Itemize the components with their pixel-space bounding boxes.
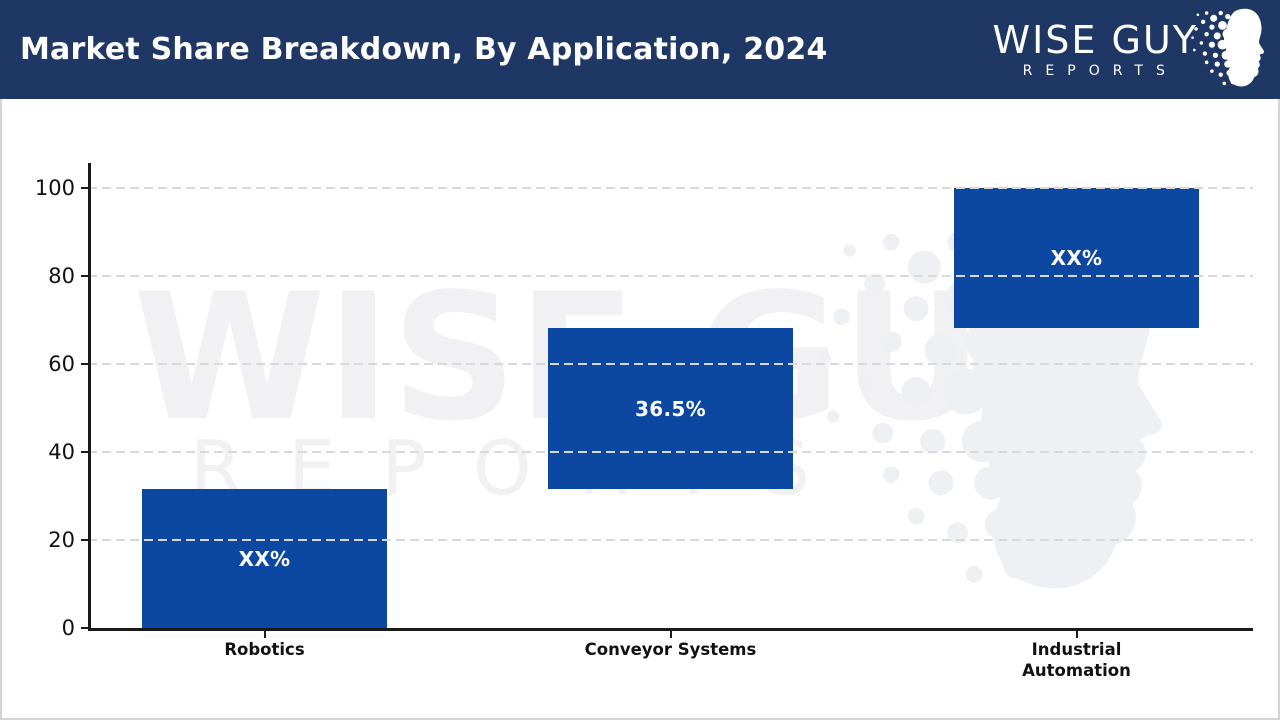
logo-text: WISE GUY REPORTS bbox=[993, 21, 1198, 78]
y-tick-label-40: 40 bbox=[48, 439, 75, 464]
page-title: Market Share Breakdown, By Application, … bbox=[20, 32, 828, 67]
header-bar: Market Share Breakdown, By Application, … bbox=[0, 0, 1280, 99]
dotted-face-profile-icon bbox=[1182, 6, 1270, 94]
gridline-80 bbox=[88, 274, 1253, 277]
x-category-label: Robotics bbox=[224, 640, 305, 659]
bar-industrial-automation: XX% bbox=[954, 187, 1199, 329]
chart-area: WISE GUY REPORTS XX% 36.5% XX% 0 20 40 60 80 100… bbox=[0, 99, 1280, 720]
gridline-20 bbox=[88, 538, 1253, 541]
x-tick-1 bbox=[263, 631, 266, 638]
x-tick-2 bbox=[669, 631, 672, 638]
gridline-60 bbox=[88, 362, 1253, 365]
gridline-100 bbox=[88, 186, 1253, 189]
logo-subtitle: REPORTS bbox=[1022, 63, 1178, 79]
bar-conveyor-systems: 36.5% bbox=[548, 328, 793, 490]
y-tick-label-20: 20 bbox=[48, 527, 75, 552]
x-category-label: Industrial Automation bbox=[1022, 640, 1131, 680]
y-tick-label-0: 0 bbox=[61, 616, 75, 640]
y-tick-60 bbox=[81, 362, 88, 365]
gridline-40 bbox=[88, 450, 1253, 453]
y-tick-0 bbox=[81, 627, 88, 629]
page-border-bottom bbox=[0, 718, 1280, 720]
y-axis-line bbox=[88, 163, 91, 631]
y-tick-20 bbox=[81, 538, 88, 541]
y-tick-40 bbox=[81, 450, 88, 453]
y-tick-label-100: 100 bbox=[34, 175, 75, 200]
y-tick-label-60: 60 bbox=[48, 351, 75, 376]
logo-wordmark: WISE GUY bbox=[992, 18, 1198, 62]
bar-value-label: XX% bbox=[238, 546, 291, 571]
bar-robotics: XX% bbox=[142, 489, 387, 628]
y-tick-label-80: 80 bbox=[48, 263, 75, 288]
wise-guy-reports-logo: WISE GUY REPORTS bbox=[993, 6, 1280, 94]
y-tick-100 bbox=[81, 186, 88, 189]
page-border-right bbox=[1278, 99, 1280, 720]
page-border-left bbox=[0, 99, 2, 720]
x-tick-3 bbox=[1075, 631, 1078, 638]
bar-value-label: XX% bbox=[1050, 245, 1103, 270]
x-axis-line bbox=[88, 628, 1253, 631]
bar-value-label: 36.5% bbox=[635, 396, 706, 421]
x-category-label: Conveyor Systems bbox=[584, 640, 757, 659]
y-tick-80 bbox=[81, 274, 88, 277]
